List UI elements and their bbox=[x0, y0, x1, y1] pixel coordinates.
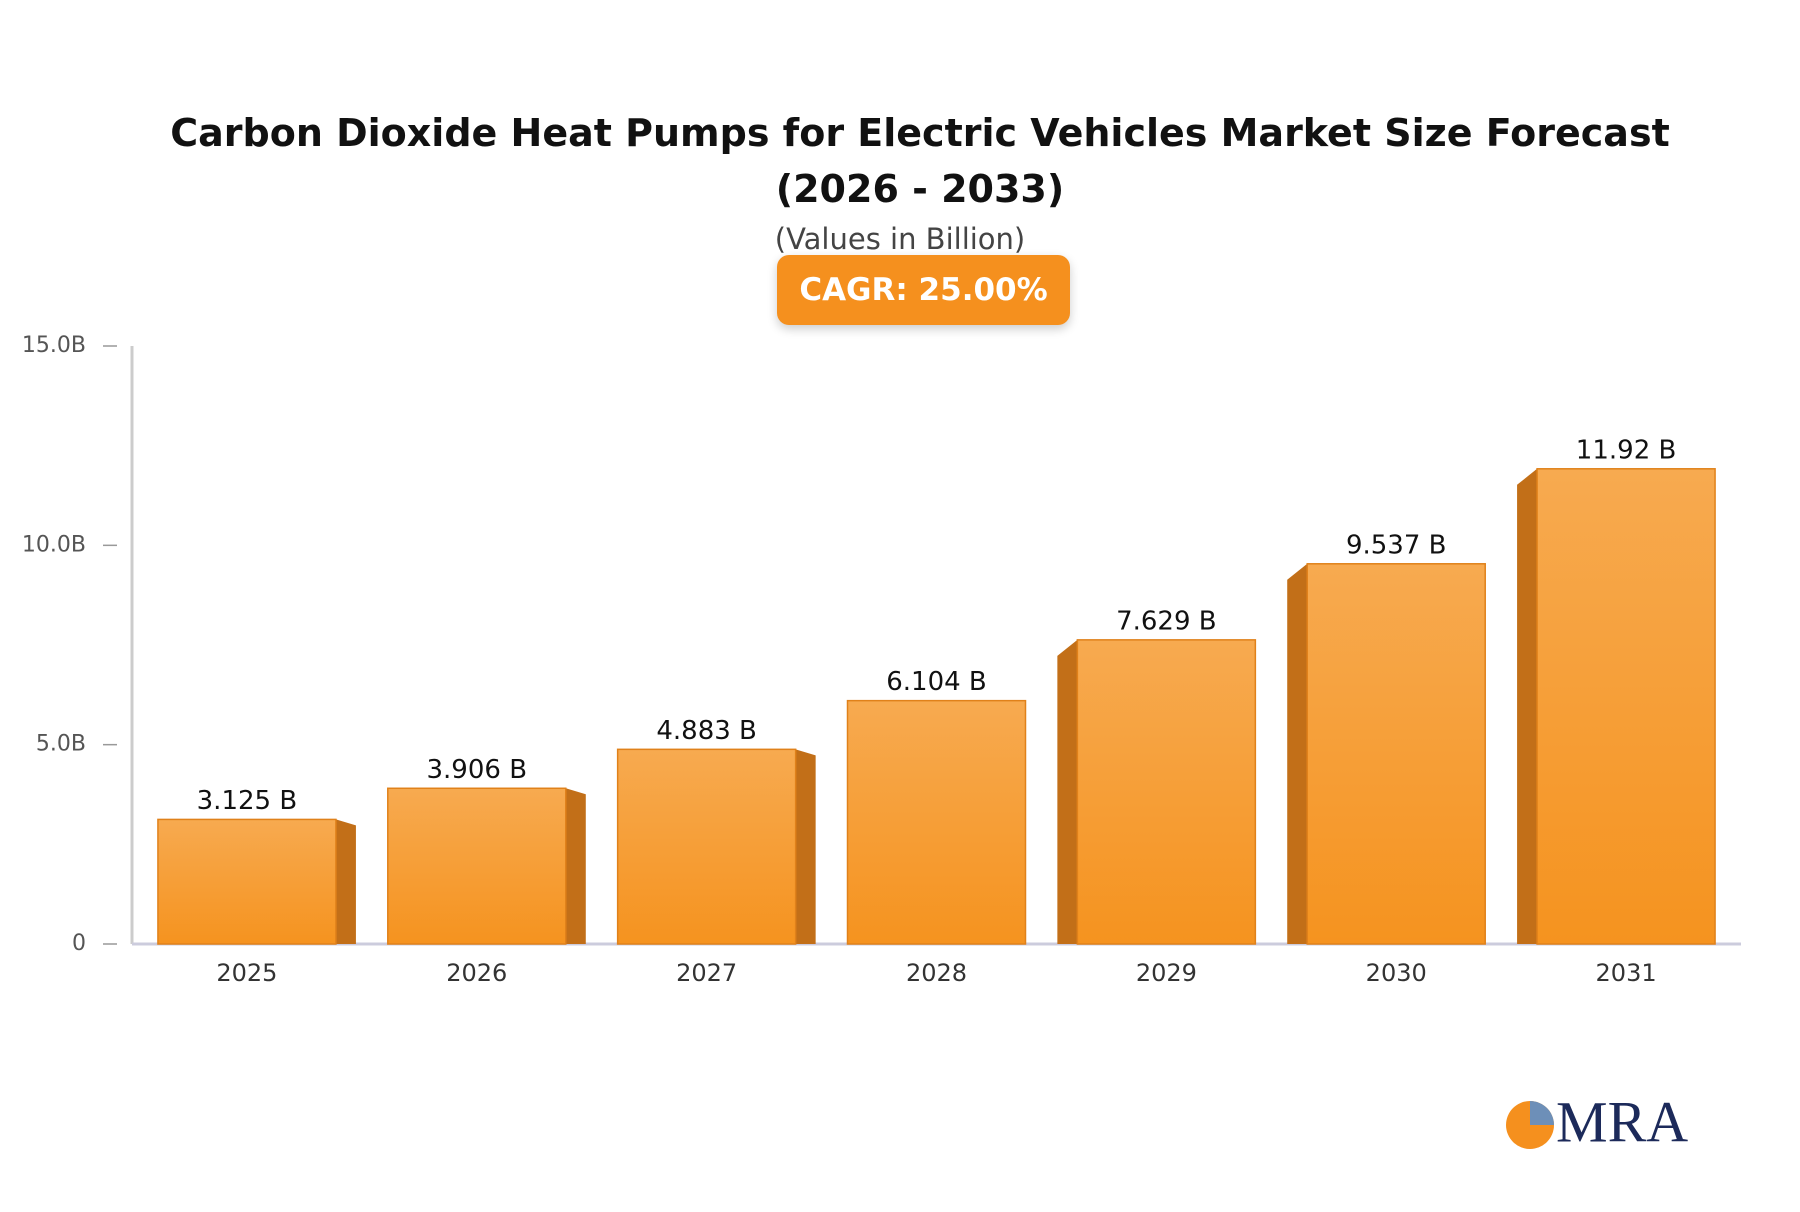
chart-title: Carbon Dioxide Heat Pumps for Electric V… bbox=[170, 111, 1670, 211]
bar bbox=[616, 748, 797, 945]
logo-text: MRA bbox=[1556, 1089, 1688, 1154]
cagr-badge: CAGR: 25.00% bbox=[777, 255, 1070, 325]
value-label: 4.883 B bbox=[656, 716, 757, 746]
x-tick-label: 2029 bbox=[1136, 959, 1197, 987]
bar-side bbox=[335, 819, 356, 944]
x-tick-label: 2027 bbox=[676, 959, 737, 987]
value-label: 6.104 B bbox=[886, 667, 987, 697]
bar bbox=[157, 818, 337, 945]
bar-side bbox=[565, 788, 586, 944]
value-label: 11.92 B bbox=[1576, 435, 1677, 465]
bar-side bbox=[1057, 639, 1078, 944]
value-label: 3.906 B bbox=[427, 755, 528, 785]
y-tick-label: 10.0B bbox=[22, 532, 86, 557]
bar bbox=[1306, 563, 1486, 945]
y-tick-label: 15.0B bbox=[22, 333, 86, 358]
chart-subtitle: (Values in Billion) bbox=[774, 222, 1026, 256]
bar-side bbox=[1517, 468, 1538, 944]
x-tick-label: 2028 bbox=[906, 959, 967, 987]
bar bbox=[846, 699, 1027, 945]
bar bbox=[1536, 468, 1716, 945]
y-tick-label: 0 bbox=[72, 931, 86, 956]
value-label: 9.537 B bbox=[1346, 530, 1447, 560]
value-label: 3.125 B bbox=[197, 786, 298, 816]
logo-icon-slice bbox=[1530, 1101, 1554, 1125]
bar bbox=[387, 787, 567, 945]
x-tick-label: 2030 bbox=[1366, 959, 1427, 987]
bar-side bbox=[1287, 563, 1308, 944]
x-tick-label: 2026 bbox=[446, 959, 507, 987]
x-tick-label: 2031 bbox=[1596, 959, 1657, 987]
bar bbox=[1076, 639, 1257, 945]
y-tick-label: 5.0B bbox=[36, 732, 86, 757]
x-tick-label: 2025 bbox=[216, 959, 277, 987]
value-label: 7.629 B bbox=[1116, 606, 1217, 636]
bar-side bbox=[795, 749, 816, 944]
